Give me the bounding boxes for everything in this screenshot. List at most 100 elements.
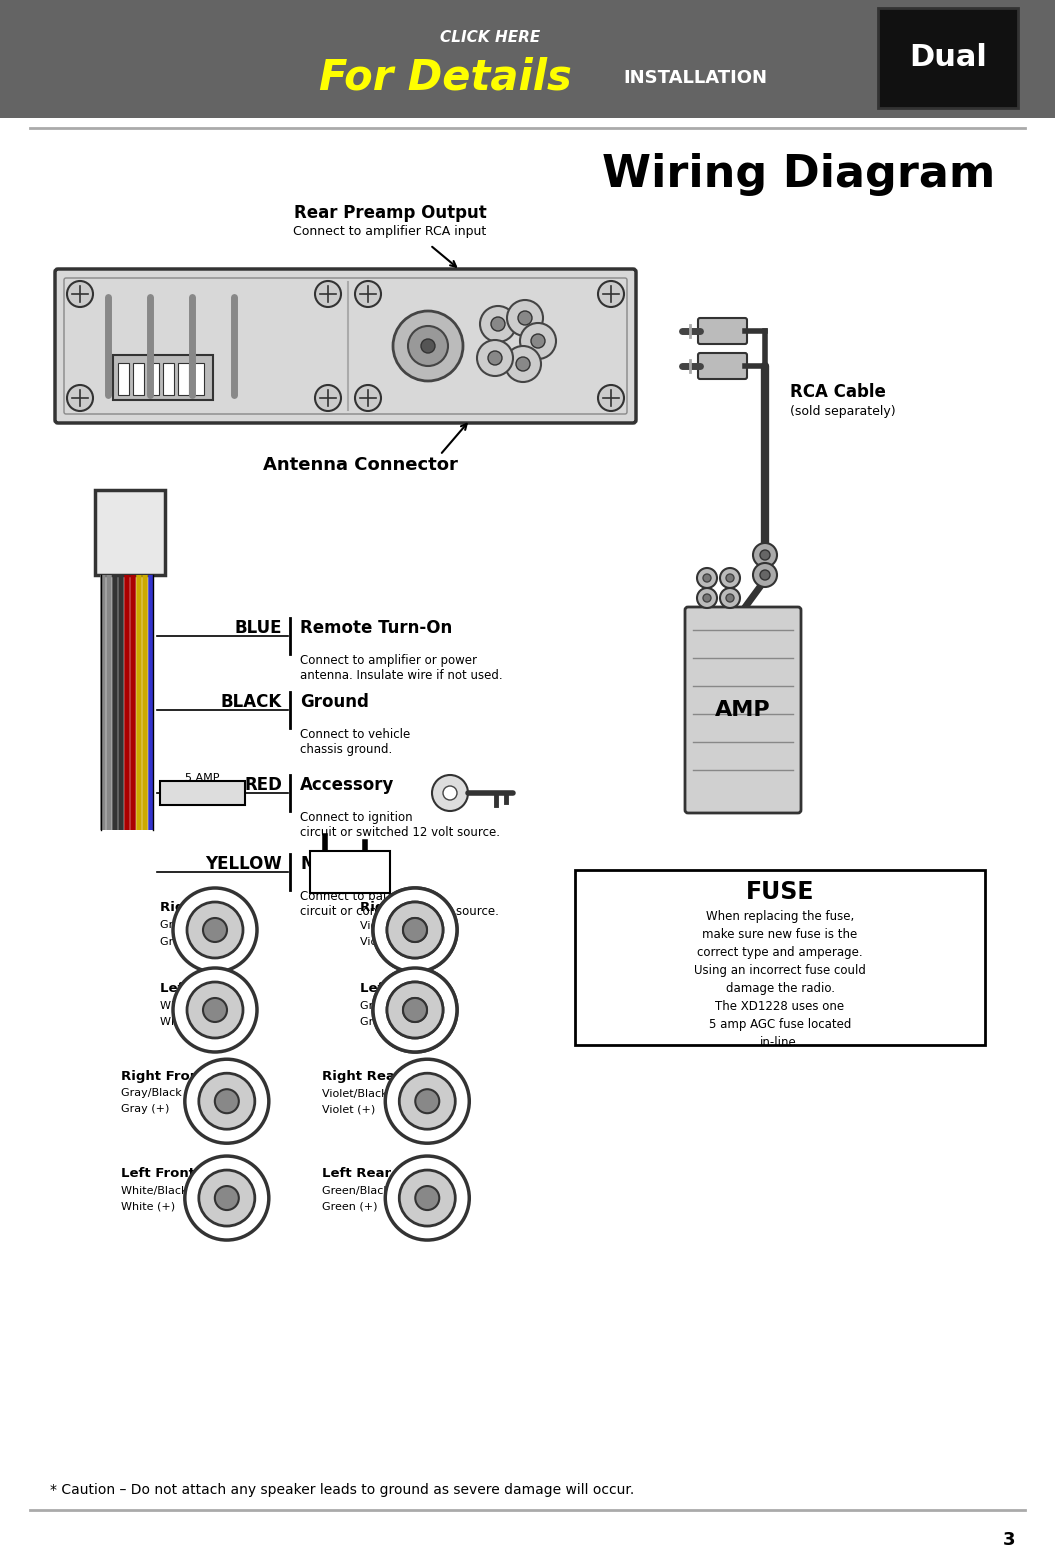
Text: +: + bbox=[319, 859, 331, 873]
Text: Dual: Dual bbox=[909, 44, 986, 72]
Circle shape bbox=[315, 384, 341, 411]
Circle shape bbox=[185, 1156, 269, 1240]
Text: Green/Black (-): Green/Black (-) bbox=[322, 1186, 406, 1195]
Text: Violet/Black (-): Violet/Black (-) bbox=[322, 1089, 404, 1098]
Text: -: - bbox=[362, 858, 368, 875]
Circle shape bbox=[697, 587, 717, 608]
Circle shape bbox=[760, 570, 770, 580]
Text: RCA Cable: RCA Cable bbox=[790, 383, 886, 401]
Text: Rear Preamp Output: Rear Preamp Output bbox=[293, 205, 486, 222]
Circle shape bbox=[203, 918, 227, 942]
Text: * Caution – Do not attach any speaker leads to ground as severe damage will occu: * Caution – Do not attach any speaker le… bbox=[50, 1482, 634, 1496]
Circle shape bbox=[394, 311, 463, 381]
Text: Connect to vehicle
chassis ground.: Connect to vehicle chassis ground. bbox=[300, 728, 410, 756]
Circle shape bbox=[598, 384, 624, 411]
Circle shape bbox=[187, 982, 243, 1039]
Circle shape bbox=[518, 311, 532, 325]
Text: FUSE: FUSE bbox=[746, 879, 814, 904]
Text: Accessory: Accessory bbox=[300, 776, 395, 793]
Circle shape bbox=[416, 1186, 439, 1211]
Text: RED: RED bbox=[244, 776, 282, 793]
Circle shape bbox=[416, 1089, 439, 1114]
Text: White (+): White (+) bbox=[121, 1201, 175, 1211]
Circle shape bbox=[703, 594, 711, 601]
Text: Green (+): Green (+) bbox=[360, 1017, 416, 1026]
Circle shape bbox=[421, 339, 435, 353]
Circle shape bbox=[726, 573, 734, 583]
Circle shape bbox=[720, 569, 740, 587]
Circle shape bbox=[354, 281, 381, 308]
Text: Connect to battery
circuit or constant 12 volt source.: Connect to battery circuit or constant 1… bbox=[300, 890, 499, 918]
Text: Gray/Black (-): Gray/Black (-) bbox=[121, 1089, 198, 1098]
Circle shape bbox=[403, 918, 427, 942]
FancyBboxPatch shape bbox=[118, 362, 129, 395]
Circle shape bbox=[697, 569, 717, 587]
Text: YELLOW: YELLOW bbox=[206, 854, 282, 873]
Text: INSTALLATION: INSTALLATION bbox=[624, 69, 767, 87]
FancyBboxPatch shape bbox=[0, 0, 1055, 119]
FancyBboxPatch shape bbox=[95, 490, 165, 575]
FancyBboxPatch shape bbox=[133, 362, 143, 395]
FancyBboxPatch shape bbox=[178, 362, 189, 395]
Circle shape bbox=[408, 326, 448, 366]
Text: Wiring Diagram: Wiring Diagram bbox=[601, 153, 995, 197]
Text: Left Front: Left Front bbox=[121, 1167, 195, 1179]
Circle shape bbox=[173, 889, 257, 972]
Circle shape bbox=[507, 300, 543, 336]
Circle shape bbox=[703, 573, 711, 583]
Text: Connect to ignition
circuit or switched 12 volt source.: Connect to ignition circuit or switched … bbox=[300, 811, 500, 839]
Circle shape bbox=[505, 347, 541, 383]
Circle shape bbox=[516, 358, 530, 372]
Circle shape bbox=[403, 998, 427, 1022]
Circle shape bbox=[198, 1073, 255, 1129]
Text: Left Rear: Left Rear bbox=[360, 981, 429, 995]
Text: BLUE: BLUE bbox=[234, 619, 282, 637]
Circle shape bbox=[373, 889, 457, 972]
Text: 5 AMP
AGC Fuse: 5 AMP AGC Fuse bbox=[176, 773, 229, 795]
Circle shape bbox=[173, 968, 257, 1051]
Text: Left Front: Left Front bbox=[160, 981, 234, 995]
Text: Green (+): Green (+) bbox=[322, 1201, 378, 1211]
FancyBboxPatch shape bbox=[878, 8, 1018, 108]
Text: White (+): White (+) bbox=[160, 1017, 214, 1026]
Circle shape bbox=[68, 384, 93, 411]
Text: CLICK HERE: CLICK HERE bbox=[440, 31, 540, 45]
Circle shape bbox=[403, 918, 427, 942]
Text: Memory: Memory bbox=[300, 854, 376, 873]
FancyBboxPatch shape bbox=[164, 362, 174, 395]
Circle shape bbox=[215, 1089, 238, 1114]
Text: When replacing the fuse,
make sure new fuse is the
correct type and amperage.
Us: When replacing the fuse, make sure new f… bbox=[694, 911, 866, 1050]
Circle shape bbox=[598, 281, 624, 308]
Text: Gray (+): Gray (+) bbox=[121, 1104, 170, 1114]
FancyBboxPatch shape bbox=[685, 608, 801, 812]
FancyBboxPatch shape bbox=[113, 355, 213, 400]
Circle shape bbox=[68, 281, 93, 308]
Text: Right Front: Right Front bbox=[160, 901, 245, 914]
Text: Connect to amplifier or power
antenna. Insulate wire if not used.: Connect to amplifier or power antenna. I… bbox=[300, 654, 502, 683]
Circle shape bbox=[491, 317, 505, 331]
Text: Green/Black (-): Green/Black (-) bbox=[360, 1000, 444, 1011]
Text: Ground: Ground bbox=[300, 694, 369, 711]
Circle shape bbox=[373, 968, 457, 1051]
Text: Violet (+): Violet (+) bbox=[360, 937, 414, 947]
Text: 3: 3 bbox=[1002, 1531, 1015, 1550]
Circle shape bbox=[373, 889, 457, 972]
FancyBboxPatch shape bbox=[64, 278, 627, 414]
Circle shape bbox=[373, 968, 457, 1051]
Text: Right Rear: Right Rear bbox=[322, 1070, 401, 1082]
Text: Gray (+): Gray (+) bbox=[160, 937, 209, 947]
Text: Violet (+): Violet (+) bbox=[322, 1104, 375, 1114]
Text: (sold separately): (sold separately) bbox=[790, 406, 896, 419]
Circle shape bbox=[385, 1156, 469, 1240]
FancyBboxPatch shape bbox=[698, 353, 747, 380]
Text: For Details: For Details bbox=[319, 56, 572, 98]
Text: White/Black (-): White/Black (-) bbox=[121, 1186, 204, 1195]
Circle shape bbox=[480, 306, 516, 342]
FancyBboxPatch shape bbox=[698, 319, 747, 344]
Circle shape bbox=[753, 544, 776, 567]
FancyBboxPatch shape bbox=[148, 362, 159, 395]
Circle shape bbox=[403, 998, 427, 1022]
Circle shape bbox=[488, 351, 502, 366]
Circle shape bbox=[443, 786, 457, 800]
Circle shape bbox=[387, 982, 443, 1039]
